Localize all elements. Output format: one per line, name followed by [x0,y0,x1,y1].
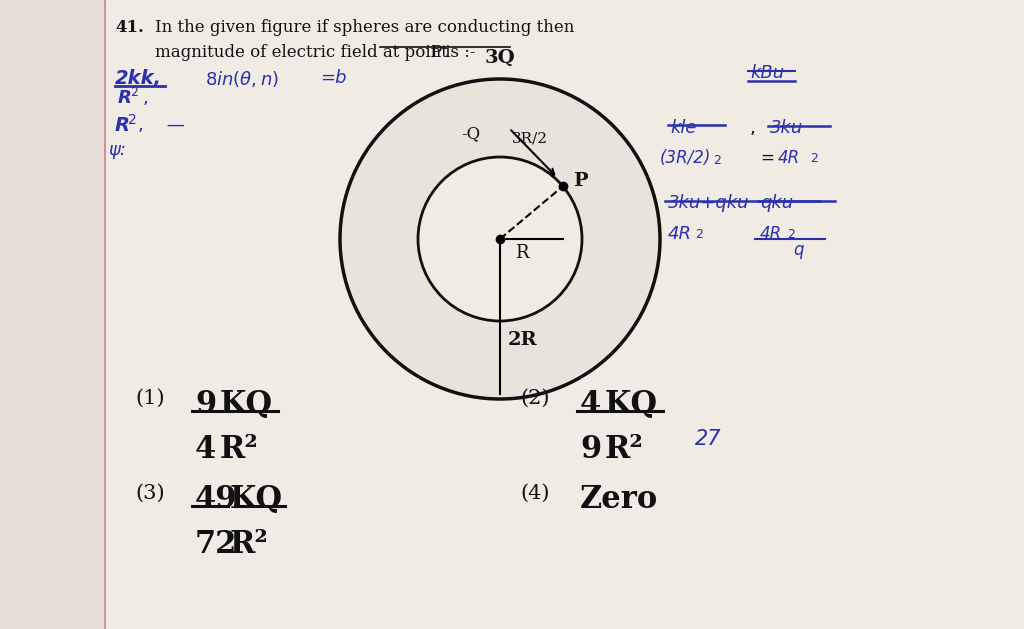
Text: R²: R² [220,434,259,465]
Text: 2: 2 [695,228,702,241]
Text: 3ku: 3ku [770,119,803,137]
Bar [0,0,105,629]
Text: -Q: -Q [461,125,480,142]
Circle shape [340,79,660,399]
Text: (2): (2) [520,389,550,408]
Text: q: q [793,241,804,259]
Text: 41.: 41. [115,19,144,36]
Text: 3Q: 3Q [484,49,515,67]
Text: Zero: Zero [580,484,658,515]
Text: (3): (3) [135,484,165,503]
Circle shape [418,157,582,321]
Text: KQ: KQ [230,484,283,515]
Text: 49: 49 [195,484,238,515]
Text: magnitude of electric field at point: magnitude of electric field at point [155,44,454,61]
Text: ,: , [143,89,148,107]
Text: 4R: 4R [778,149,800,167]
Text: R²: R² [230,529,268,560]
Text: 2: 2 [810,152,818,165]
Text: R: R [515,244,528,262]
Text: =: = [760,149,774,167]
Text: 2: 2 [713,154,721,167]
Circle shape [340,79,660,399]
Text: ,: , [750,119,756,137]
Text: KQ: KQ [220,389,273,420]
Text: 2: 2 [130,86,138,99]
Text: 27: 27 [695,429,722,449]
Text: 72: 72 [195,529,238,560]
Text: 2R: 2R [508,331,538,349]
Text: R: R [118,89,132,107]
Text: 2: 2 [787,228,795,241]
Text: kle: kle [670,119,696,137]
Text: 4: 4 [195,434,216,465]
Text: 4R: 4R [668,225,692,243]
Text: R²: R² [605,434,644,465]
Text: 3ku+qku: 3ku+qku [668,194,750,212]
Text: 2: 2 [128,113,137,127]
Text: P: P [572,172,588,191]
Text: =b: =b [319,69,346,87]
Text: R: R [115,116,130,135]
Text: is :-: is :- [440,44,475,61]
Text: 2kk,: 2kk, [115,69,162,88]
Text: 4R: 4R [760,225,782,243]
Text: kBu: kBu [750,64,784,82]
Text: ,    —: , — [138,116,184,134]
Text: 9: 9 [580,434,601,465]
Text: (1): (1) [135,389,165,408]
Text: (3R/2): (3R/2) [660,149,712,167]
Text: (4): (4) [520,484,550,503]
Text: P: P [430,44,441,61]
Text: ψ:: ψ: [108,141,126,159]
Text: qku: qku [760,194,794,212]
Text: In the given figure if spheres are conducting then: In the given figure if spheres are condu… [155,19,574,36]
Text: 3R/2: 3R/2 [512,131,548,145]
Text: KQ: KQ [605,389,658,420]
Text: 4: 4 [580,389,601,420]
Text: 9: 9 [195,389,216,420]
Text: $8in(\theta,n)$: $8in(\theta,n)$ [205,69,279,89]
